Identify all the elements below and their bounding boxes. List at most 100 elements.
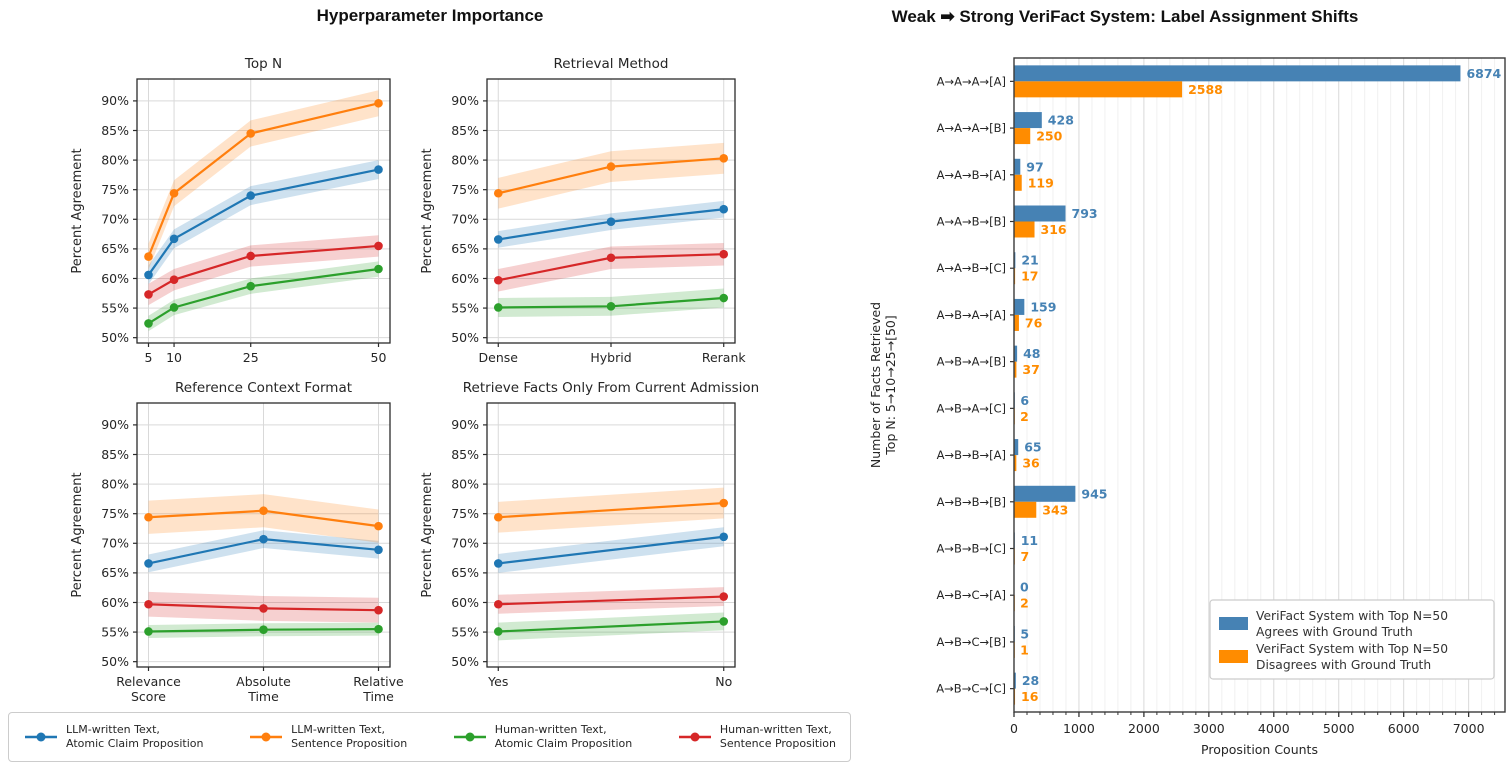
bar-value-label: 1 — [1020, 642, 1029, 657]
y-tick-label: 80% — [101, 476, 129, 491]
data-point — [169, 234, 179, 244]
data-point — [493, 599, 503, 609]
category-label: A→A→B→[B] — [937, 215, 1006, 229]
bar-disagrees — [1014, 221, 1035, 238]
y-tick-label: 90% — [101, 93, 129, 108]
right-figure-title: Weak ➡ Strong VeriFact System: Label Ass… — [891, 7, 1359, 26]
category-label: A→A→B→[A] — [937, 168, 1006, 182]
data-point — [493, 188, 503, 198]
data-point — [169, 275, 179, 284]
category-label: A→B→C→[A] — [936, 588, 1006, 602]
bar-value-label: 428 — [1048, 113, 1074, 128]
y-tick-label: 55% — [101, 300, 129, 315]
bar-legend-label: Disagrees with Ground Truth — [1256, 658, 1431, 672]
y-tick-label: 65% — [451, 565, 479, 580]
confidence-band — [148, 530, 379, 573]
bar-value-label: 2 — [1020, 409, 1029, 424]
data-point — [493, 627, 503, 636]
y-tick-label: 60% — [101, 595, 129, 610]
x-tick-label: 25 — [243, 350, 259, 365]
data-point — [169, 303, 179, 312]
data-point — [144, 559, 153, 568]
bar-value-label: 48 — [1023, 346, 1040, 361]
x-tick-label: Relevance — [116, 674, 181, 689]
y-tick-label: 65% — [101, 565, 129, 580]
y-tick-label: 75% — [101, 506, 129, 521]
subplot-title: Top N — [244, 56, 282, 72]
x-tick-label: 4000 — [1258, 721, 1290, 736]
bar-agrees — [1014, 205, 1066, 222]
data-point — [144, 512, 153, 522]
bar-value-label: 6 — [1020, 393, 1029, 408]
y-tick-label: 75% — [451, 506, 479, 521]
x-tick-label: Time — [247, 689, 279, 704]
legend-swatch-icon — [1219, 617, 1248, 630]
legend-item-4: Human-written Text, Sentence Proposition — [677, 723, 836, 752]
legend-line-marker-icon — [453, 732, 486, 742]
data-point — [719, 154, 729, 163]
series-line — [147, 168, 379, 276]
x-tick-label: Yes — [487, 674, 508, 689]
data-point — [246, 251, 256, 261]
data-point — [719, 532, 729, 542]
data-point — [719, 617, 729, 626]
verifact-label-shifts-figure: Weak ➡ Strong VeriFact System: Label Ass… — [860, 0, 1510, 772]
x-tick-label: 5000 — [1323, 721, 1355, 736]
data-point — [374, 624, 383, 634]
y-tick-label: 75% — [451, 182, 479, 197]
bar-value-label: 21 — [1021, 253, 1038, 268]
y-tick-label: 55% — [451, 624, 479, 639]
data-point — [374, 605, 383, 615]
legend-swatch-icon — [1219, 650, 1248, 663]
y-axis-title: Number of Facts RetrievedTop N: 5→10→25→… — [868, 302, 898, 468]
category-label: A→B→A→[C] — [936, 401, 1006, 415]
bar-agrees — [1014, 298, 1025, 315]
category-label: A→B→A→[A] — [937, 308, 1006, 322]
confidence-band — [498, 142, 724, 209]
line-charts-svg: 50% 55% 60% 65% 70% 75% 80% 85% 90% 5 10 25 50 Top N P… — [70, 56, 759, 704]
series-line — [498, 535, 724, 565]
data-point — [719, 498, 729, 508]
bar-value-label: 159 — [1030, 299, 1056, 314]
bar-value-label: 2 — [1020, 596, 1029, 611]
y-tick-label: 65% — [101, 241, 129, 256]
bar-disagrees — [1014, 174, 1022, 191]
subplot-title: Retrieve Facts Only From Current Admissi… — [463, 380, 759, 396]
bar-disagrees — [1014, 501, 1037, 518]
x-tick-label: Dense — [479, 350, 519, 365]
confidence-band — [148, 494, 379, 543]
data-point — [259, 506, 268, 516]
category-label: A→B→B→[B] — [937, 495, 1006, 509]
x-tick-label: No — [715, 674, 732, 689]
legend-item-1: LLM-written Text, Atomic Claim Propositio… — [23, 723, 203, 752]
x-tick-label: Relative — [353, 674, 404, 689]
confidence-band — [148, 235, 379, 306]
category-label: A→B→A→[B] — [937, 355, 1006, 369]
y-tick-label: 65% — [451, 241, 479, 256]
y-tick-label: 85% — [101, 447, 129, 462]
y-tick-label: 70% — [451, 536, 479, 551]
x-tick-label: 3000 — [1193, 721, 1225, 736]
x-tick-label: Score — [131, 689, 166, 704]
bar-legend-label: Agrees with Ground Truth — [1256, 625, 1413, 639]
bar-value-label: 36 — [1022, 456, 1040, 471]
bar-value-label: 17 — [1021, 269, 1038, 284]
y-axis-title: Percent Agreement — [70, 472, 85, 597]
data-point — [606, 253, 616, 263]
x-tick-label: 6000 — [1388, 721, 1420, 736]
data-point — [169, 188, 179, 198]
data-point — [246, 129, 256, 138]
data-point — [144, 252, 153, 261]
y-tick-label: 90% — [451, 417, 479, 432]
x-tick-label: Rerank — [702, 350, 747, 365]
data-point — [719, 592, 729, 601]
legend-item-2: LLM-written Text, Sentence Proposition — [248, 723, 407, 752]
bar-agrees — [1014, 439, 1019, 456]
series-line — [147, 267, 379, 325]
data-point — [493, 235, 503, 244]
category-label: A→A→A→[A] — [937, 74, 1006, 88]
category-label: A→A→B→[C] — [936, 261, 1006, 275]
data-point — [259, 534, 268, 544]
y-tick-label: 70% — [101, 212, 129, 227]
bar-agrees — [1014, 158, 1021, 175]
